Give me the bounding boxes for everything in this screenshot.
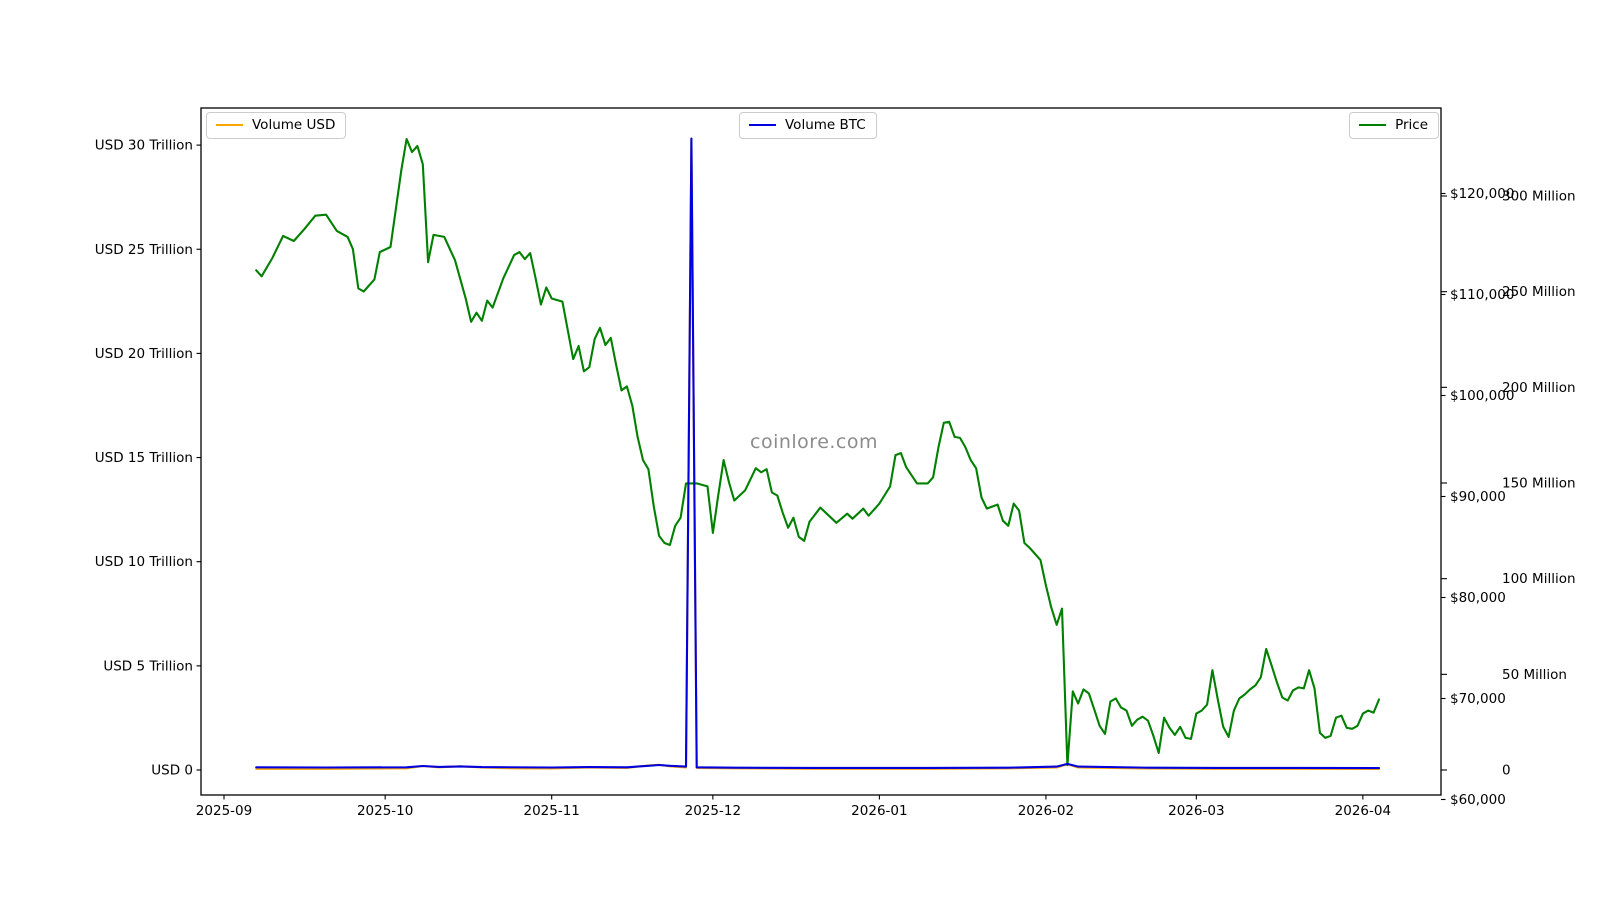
legend-volume-usd: Volume USD xyxy=(206,112,347,140)
x-tick-label: 2025-10 xyxy=(357,803,413,819)
y-right-price-tick-label: $60,000 xyxy=(1450,792,1506,808)
legend-price-label: Price xyxy=(1395,117,1428,133)
y-right-price-tick-label: $70,000 xyxy=(1450,691,1506,707)
y-left-tick-label: USD 30 Trillion xyxy=(95,138,193,154)
y-right-btc-tick-label: 50 Million xyxy=(1502,667,1567,683)
volume-btc-line xyxy=(255,137,1381,770)
x-tick-label: 2025-11 xyxy=(523,803,579,819)
legend-volume-btc: Volume BTC xyxy=(739,112,877,140)
y-left-tick-label: USD 15 Trillion xyxy=(95,450,193,466)
y-right-price-tick-label: $90,000 xyxy=(1450,489,1506,505)
legend-price: Price xyxy=(1349,112,1439,140)
y-left-tick-label: USD 20 Trillion xyxy=(95,346,193,362)
y-left-tick-label: USD 0 xyxy=(151,763,193,779)
y-left-tick-label: USD 5 Trillion xyxy=(103,658,193,674)
y-right-price-tick-label: $110,000 xyxy=(1450,287,1514,303)
x-tick-label: 2026-02 xyxy=(1018,803,1074,819)
x-tick-label: 2026-03 xyxy=(1168,803,1224,819)
price-line xyxy=(255,137,1381,767)
x-tick-label: 2026-04 xyxy=(1335,803,1391,819)
y-right-btc-tick-label: 300 Million xyxy=(1502,189,1576,205)
y-right-btc-tick-label: 150 Million xyxy=(1502,476,1576,492)
watermark: coinlore.com xyxy=(750,431,878,453)
y-right-btc-tick-label: 250 Million xyxy=(1502,284,1576,300)
volume-usd-line xyxy=(255,137,1381,771)
plot-border xyxy=(200,107,1442,796)
y-left-tick-label: USD 10 Trillion xyxy=(95,554,193,570)
volume-btc-line-swatch xyxy=(749,124,776,127)
x-tick-label: 2025-09 xyxy=(196,803,252,819)
y-right-price-tick-label: $100,000 xyxy=(1450,388,1514,404)
y-right-price-tick-label: $120,000 xyxy=(1450,186,1514,202)
volume-usd-line-swatch xyxy=(216,124,243,127)
y-left-tick-label: USD 25 Trillion xyxy=(95,242,193,258)
price-line-swatch xyxy=(1359,124,1387,127)
y-right-btc-tick-label: 0 xyxy=(1502,763,1511,779)
x-tick-label: 2025-12 xyxy=(685,803,741,819)
legend-volume-usd-label: Volume USD xyxy=(252,117,336,133)
y-right-price-tick-label: $80,000 xyxy=(1450,590,1506,606)
x-tick-label: 2026-01 xyxy=(851,803,907,819)
y-right-btc-tick-label: 100 Million xyxy=(1502,571,1576,587)
y-right-btc-tick-label: 200 Million xyxy=(1502,380,1576,396)
legend-volume-btc-label: Volume BTC xyxy=(785,117,866,133)
